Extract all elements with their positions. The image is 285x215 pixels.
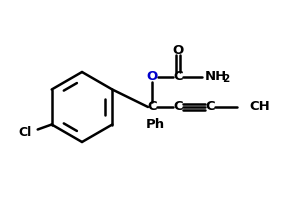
Text: NH: NH: [205, 69, 227, 83]
Text: O: O: [146, 71, 158, 83]
Text: Cl: Cl: [18, 126, 31, 139]
Text: C: C: [173, 100, 183, 114]
Text: 2: 2: [222, 74, 229, 84]
Text: O: O: [172, 43, 184, 57]
Text: C: C: [205, 100, 215, 114]
Text: C: C: [173, 71, 183, 83]
Text: C: C: [147, 100, 157, 114]
Text: Ph: Ph: [145, 118, 164, 132]
Text: CH: CH: [249, 100, 270, 112]
